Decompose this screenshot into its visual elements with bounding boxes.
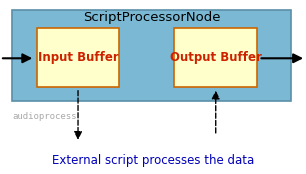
- Bar: [174, 28, 257, 87]
- Bar: [37, 28, 119, 87]
- Text: audioprocess: audioprocess: [12, 112, 77, 121]
- Bar: [12, 10, 291, 101]
- Text: Output Buffer: Output Buffer: [170, 51, 262, 64]
- Text: Input Buffer: Input Buffer: [38, 51, 118, 64]
- Text: External script processes the data: External script processes the data: [52, 154, 254, 167]
- Text: ScriptProcessorNode: ScriptProcessorNode: [83, 11, 220, 24]
